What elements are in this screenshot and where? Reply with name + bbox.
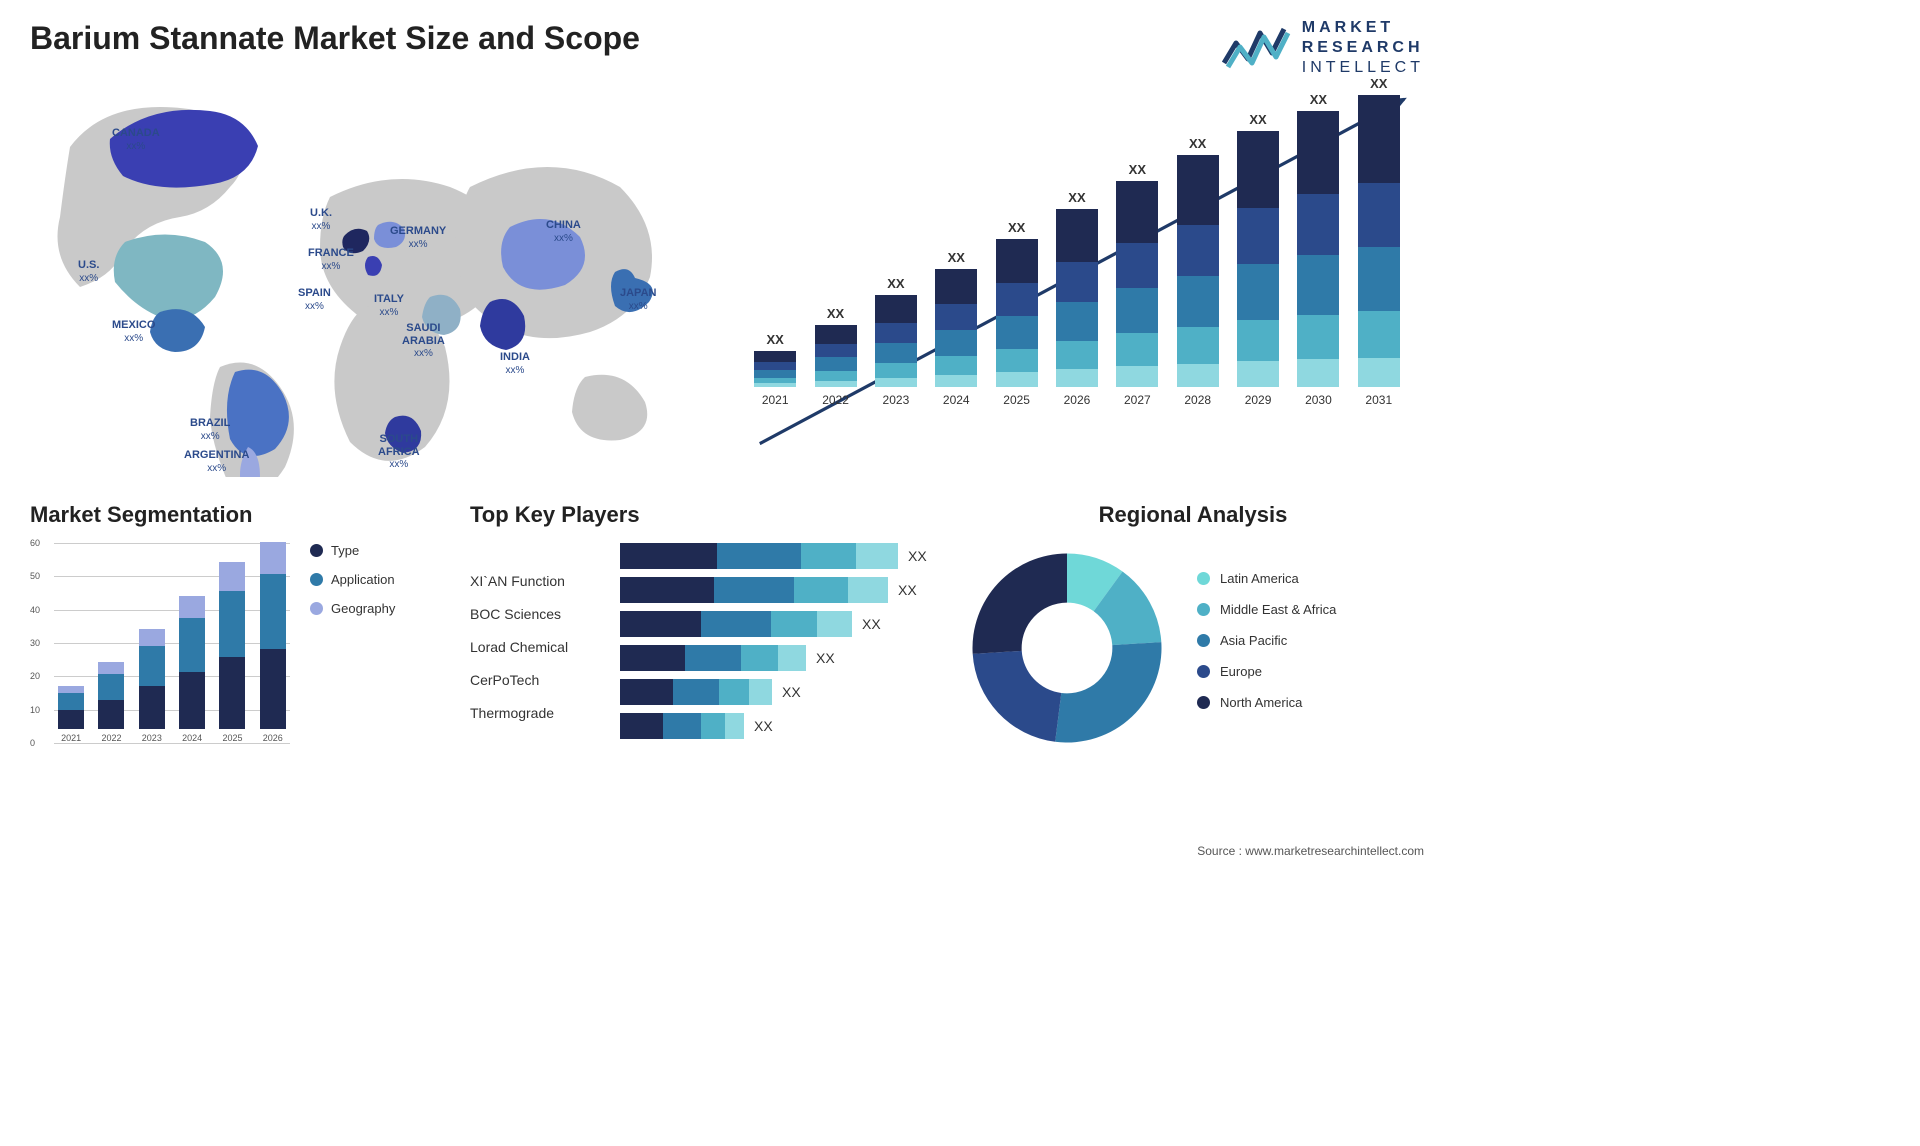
segmentation-chart: 0102030405060202120222023202420252026 (30, 543, 290, 773)
growth-col-2023: XX2023 (871, 276, 921, 407)
seg-col-2026: 2026 (256, 542, 290, 743)
map-label-south-africa: SOUTHAFRICAxx% (378, 433, 420, 471)
map-label-brazil: BRAZILxx% (190, 417, 230, 442)
seg-col-2022: 2022 (94, 662, 128, 743)
player-label-1: XI`AN Function (470, 573, 600, 589)
map-label-saudi-arabia: SAUDIARABIAxx% (402, 322, 445, 360)
seg-col-2021: 2021 (54, 686, 88, 743)
reg-legend-north-america: North America (1197, 695, 1336, 710)
brand-logo: MARKET RESEARCH INTELLECT (1222, 18, 1424, 78)
map-label-france: FRANCExx% (308, 247, 354, 272)
map-base (58, 107, 653, 477)
reg-legend-middle-east-africa: Middle East & Africa (1197, 602, 1336, 617)
seg-col-2025: 2025 (215, 562, 249, 743)
donut-seg-europe (973, 651, 1062, 742)
seg-legend-application: Application (310, 572, 395, 587)
map-label-italy: ITALYxx% (374, 293, 404, 318)
world-map-panel: CANADAxx% U.S.xx% MEXICOxx% BRAZILxx% ARGENT… (30, 77, 690, 477)
map-label-india: INDIAxx% (500, 351, 530, 376)
player-label-4: CerPoTech (470, 672, 600, 688)
map-label-argentina: ARGENTINAxx% (184, 449, 249, 474)
reg-legend-asia-pacific: Asia Pacific (1197, 633, 1336, 648)
regional-panel: Regional Analysis Latin America Middle Ea… (962, 502, 1424, 773)
segmentation-panel: Market Segmentation 01020304050602021202… (30, 502, 440, 773)
page-title: Barium Stannate Market Size and Scope (30, 20, 1424, 57)
player-row-4: XX (620, 679, 932, 705)
growth-col-2021: XX2021 (750, 332, 800, 407)
regional-legend: Latin America Middle East & Africa Asia Pa… (1197, 571, 1336, 726)
players-labels: XI`AN Function BOC Sciences Lorad Chemical… (470, 543, 600, 721)
player-row-2: XX (620, 611, 932, 637)
player-row-5: XX (620, 713, 932, 739)
player-row-1: XX (620, 577, 932, 603)
players-chart: XX XX XX XX XX XX (620, 543, 932, 747)
player-row-0: XX (620, 543, 932, 569)
segmentation-legend: Type Application Geography (310, 543, 395, 773)
growth-col-2022: XX2022 (810, 306, 860, 407)
player-row-3: XX (620, 645, 932, 671)
growth-col-2031: XX2031 (1354, 76, 1404, 407)
map-label-china: CHINAxx% (546, 219, 581, 244)
player-label-5: Thermograde (470, 705, 600, 721)
growth-col-2029: XX2029 (1233, 112, 1283, 407)
seg-legend-geography: Geography (310, 601, 395, 616)
growth-col-2028: XX2028 (1173, 136, 1223, 407)
source-attribution: Source : www.marketresearchintellect.com (1197, 844, 1424, 858)
growth-col-2024: XX2024 (931, 250, 981, 407)
growth-col-2030: XX2030 (1293, 92, 1343, 407)
players-panel: Top Key Players XI`AN Function BOC Scienc… (470, 502, 932, 773)
map-label-u-s-: U.S.xx% (78, 259, 99, 284)
donut-seg-asia-pacific (1055, 642, 1161, 742)
player-label-3: Lorad Chemical (470, 639, 600, 655)
seg-col-2023: 2023 (135, 629, 169, 743)
map-label-spain: SPAINxx% (298, 287, 331, 312)
donut-seg-north-america (973, 554, 1068, 654)
growth-col-2026: XX2026 (1052, 190, 1102, 407)
growth-col-2025: XX2025 (991, 220, 1041, 407)
map-label-japan: JAPANxx% (620, 287, 656, 312)
map-label-u-k-: U.K.xx% (310, 207, 332, 232)
logo-mark-icon (1222, 23, 1292, 73)
map-label-canada: CANADAxx% (112, 127, 160, 152)
growth-bars: XX2021XX2022XX2023XX2024XX2025XX2026XX20… (750, 87, 1404, 407)
seg-col-2024: 2024 (175, 596, 209, 743)
regional-donut-chart (962, 543, 1172, 753)
logo-text: MARKET RESEARCH INTELLECT (1302, 18, 1424, 78)
reg-legend-europe: Europe (1197, 664, 1336, 679)
growth-chart-panel: XX2021XX2022XX2023XX2024XX2025XX2026XX20… (730, 77, 1424, 477)
seg-legend-type: Type (310, 543, 395, 558)
player-label-2: BOC Sciences (470, 606, 600, 622)
map-label-mexico: MEXICOxx% (112, 319, 155, 344)
growth-col-2027: XX2027 (1112, 162, 1162, 407)
reg-legend-latin-america: Latin America (1197, 571, 1336, 586)
regional-title: Regional Analysis (962, 502, 1424, 528)
map-label-germany: GERMANYxx% (390, 225, 446, 250)
players-title: Top Key Players (470, 502, 932, 528)
segmentation-title: Market Segmentation (30, 502, 440, 528)
